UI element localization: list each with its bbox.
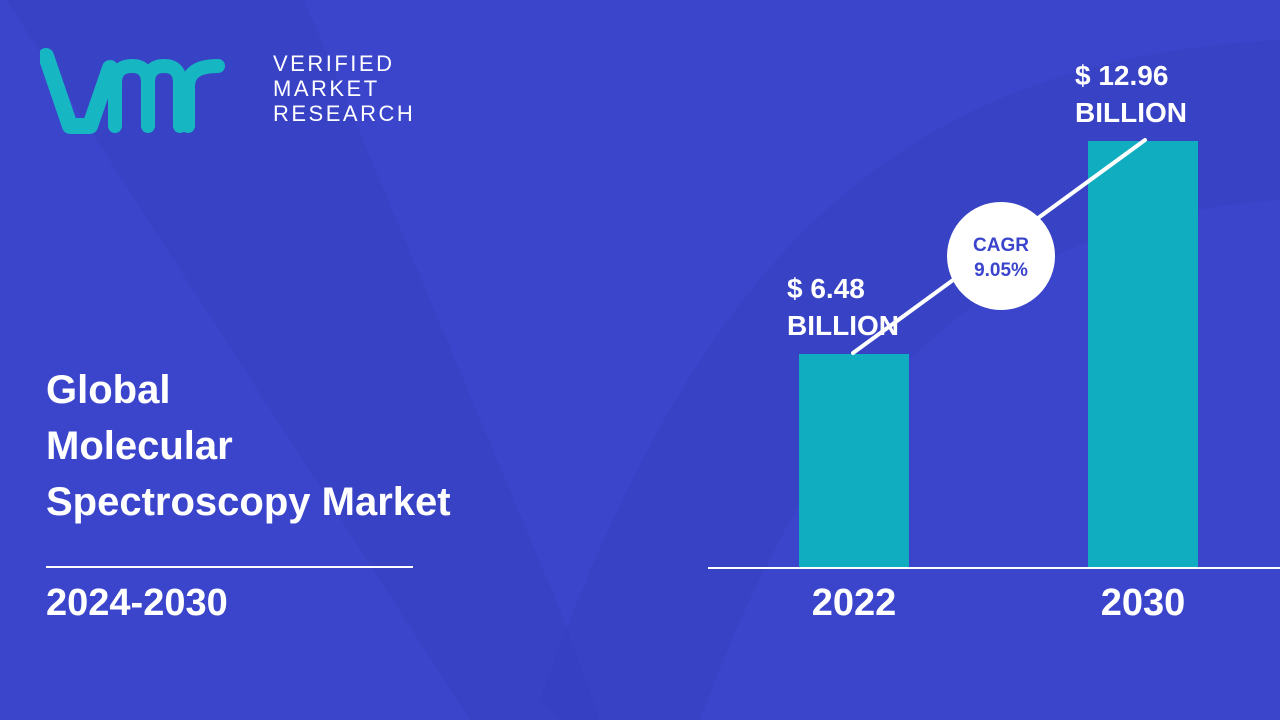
logo-text-line-1: VERIFIED [273, 51, 395, 76]
bar-chart: $ 6.48 BILLION 2022 $ 12.96 BILLION 2030 CAGR 9… [708, 60, 1280, 624]
v-watermark-left [6, 0, 600, 720]
title-divider [46, 566, 413, 568]
bar-2030 [1088, 141, 1198, 567]
value-label-2030-line-2: BILLION [1075, 97, 1187, 128]
value-label-2022-line-2: BILLION [787, 310, 899, 341]
title-line-2: Molecular [46, 424, 233, 468]
vmr-logo-mark [38, 48, 225, 134]
category-label-2030: 2030 [1101, 582, 1186, 624]
page-title: Global Molecular Spectroscopy Market [46, 362, 646, 530]
cagr-text-line-1: CAGR [973, 235, 1029, 256]
value-label-2022-line-1: $ 6.48 [787, 273, 865, 304]
brand-logo: VERIFIED MARKET RESEARCH [38, 48, 413, 138]
cagr-badge [947, 202, 1055, 310]
title-line-1: Global [46, 368, 171, 412]
forecast-period: 2024-2030 [46, 582, 228, 624]
logo-text-line-3: RESEARCH [273, 101, 416, 126]
value-label-2030-line-1: $ 12.96 [1075, 60, 1168, 91]
category-label-2022: 2022 [812, 582, 897, 624]
logo-text-line-2: MARKET [273, 76, 380, 101]
title-line-3: Spectroscopy Market [46, 480, 451, 524]
bar-2022 [799, 354, 909, 567]
cagr-text-line-2: 9.05% [974, 260, 1028, 281]
